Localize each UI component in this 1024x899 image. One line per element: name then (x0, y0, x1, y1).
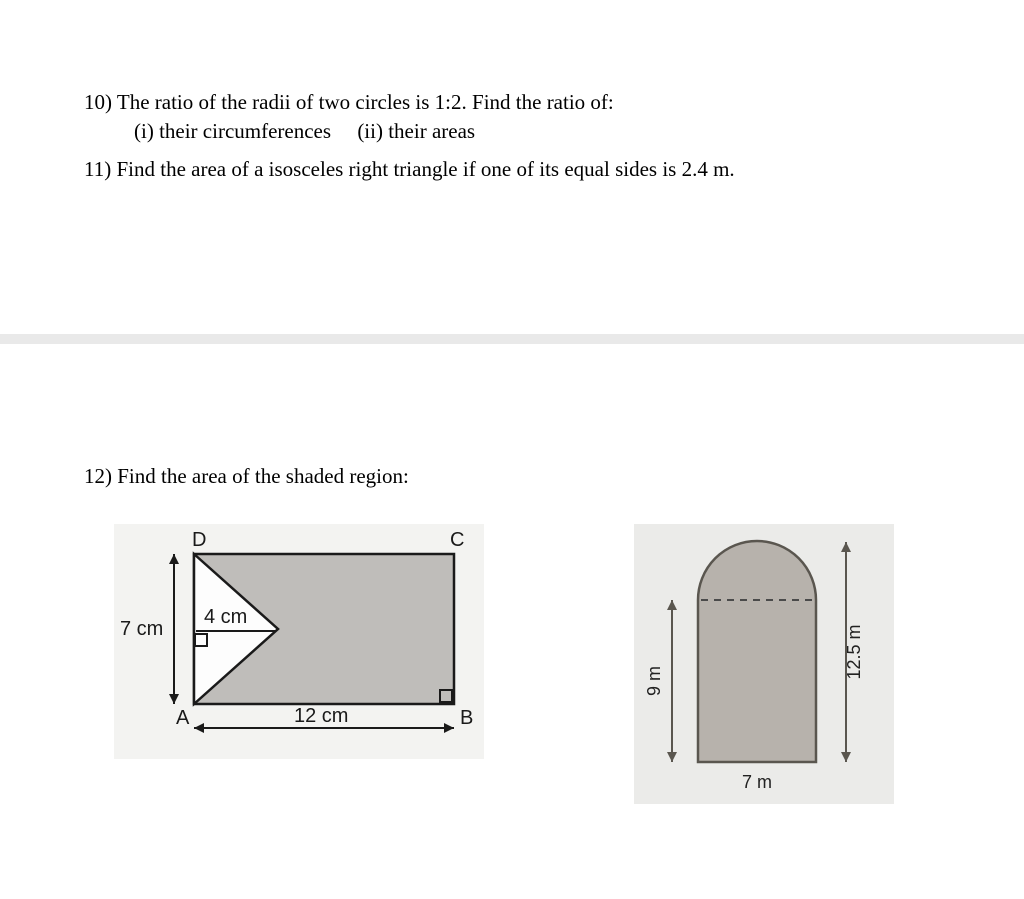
fig2-dim-bottom: 7 m (742, 772, 772, 792)
figure-1-svg: 7 cm 4 cm 12 cm D C A B (114, 524, 484, 759)
fig1-label-C: C (450, 529, 464, 551)
q12-number: 12) (84, 464, 112, 488)
separator-bar (0, 334, 1024, 344)
q11-number: 11) (84, 157, 111, 181)
q10-sub-ii: (ii) their areas (357, 119, 475, 143)
q10-text: The ratio of the radii of two circles is… (117, 90, 614, 114)
question-10: 10) The ratio of the radii of two circle… (84, 88, 940, 147)
fig2-dim-right: 12.5 m (844, 624, 864, 679)
fig1-label-A: A (176, 707, 190, 729)
fig1-dim-left: 7 cm (120, 618, 163, 640)
fig1-dim-tri: 4 cm (204, 606, 247, 628)
figure-1: 7 cm 4 cm 12 cm D C A B (114, 524, 484, 759)
q10-number: 10) (84, 90, 112, 114)
figure-2: 9 m 12.5 m 7 m (634, 524, 894, 804)
question-11: 11) Find the area of a isosceles right t… (84, 155, 940, 184)
q12-text: Find the area of the shaded region: (117, 464, 409, 488)
q11-text: Find the area of a isosceles right trian… (116, 157, 734, 181)
fig1-label-B: B (460, 707, 473, 729)
q10-sub-i: (i) their circumferences (134, 119, 331, 143)
fig1-label-D: D (192, 529, 206, 551)
fig2-dim-left: 9 m (644, 666, 664, 696)
figure-2-svg: 9 m 12.5 m 7 m (634, 524, 894, 804)
fig1-dim-bottom: 12 cm (294, 705, 348, 727)
question-12: 12) Find the area of the shaded region: (84, 462, 940, 491)
